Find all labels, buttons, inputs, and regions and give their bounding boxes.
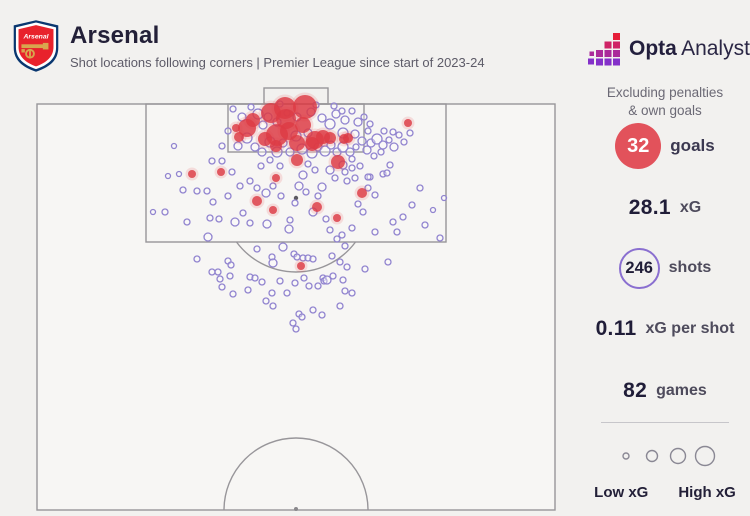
centre-circle: [223, 437, 369, 511]
header: Arsenal Shot locations following corners…: [70, 22, 485, 70]
penalty-arc: [235, 241, 357, 273]
xg-value: 28.1: [628, 196, 671, 219]
stat-xg: 28.1 xG: [580, 196, 750, 220]
opta-stairs-icon: [588, 33, 620, 66]
goals-layer: [185, 92, 415, 273]
games-label: games: [656, 382, 707, 399]
games-value: 82: [623, 379, 648, 402]
pitch-boundary: [36, 103, 556, 511]
opta-analyst-brand: Opta Analyst: [586, 30, 750, 68]
legend-labels: Low xG High xG: [580, 484, 750, 501]
penalty-spot: [293, 195, 299, 201]
brand-wordmark: Opta Analyst: [629, 37, 750, 61]
goals-label: goals: [670, 136, 715, 155]
exclusion-note-line1: Excluding penalties: [606, 85, 724, 100]
centre-spot: [294, 507, 298, 511]
pitch-lines: [36, 87, 556, 511]
brand-opta: Opta: [629, 37, 677, 60]
exclusion-note: Excluding penalties & own goals: [580, 84, 750, 120]
stat-games: 82 games: [580, 379, 750, 403]
page-title: Arsenal: [70, 22, 160, 49]
shots-circle-badge: 246: [618, 247, 660, 289]
stats-panel: Excluding penalties & own goals 32 goals…: [580, 0, 750, 516]
exclusion-note-line2: & own goals: [628, 103, 702, 118]
legend-low-xg-label: Low xG: [594, 484, 649, 501]
xg-per-shot-value: 0.11: [595, 317, 637, 340]
stat-goals: 32 goals: [580, 122, 750, 170]
crest-text: Arsenal: [22, 33, 49, 40]
page-subtitle: Shot locations following corners | Premi…: [70, 55, 485, 70]
xg-label: xG: [679, 199, 702, 216]
crest-cannon-icon: [21, 42, 49, 59]
legend-high-xg-label: High xG: [678, 484, 736, 501]
legend-size-icons: [622, 445, 716, 467]
legend-divider: [580, 422, 750, 423]
xg-per-shot-label: xG per shot: [645, 320, 735, 337]
goals-circle-badge: 32: [615, 123, 662, 169]
shots-label: shots: [668, 259, 712, 276]
stat-xg-per-shot: 0.11 xG per shot: [580, 317, 750, 341]
legend-size-scale: [580, 444, 750, 468]
stat-shots: 246 shots: [580, 247, 750, 289]
arsenal-crest-logo: Arsenal: [13, 20, 59, 72]
brand-analyst: Analyst: [681, 37, 750, 60]
shots-layer: [149, 100, 448, 333]
